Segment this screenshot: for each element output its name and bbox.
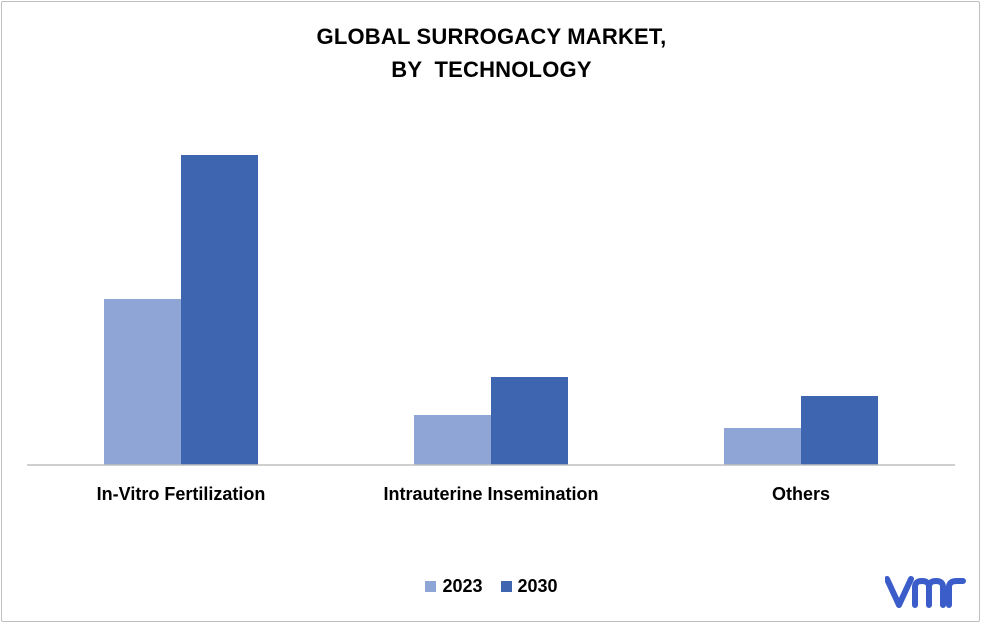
legend-label-2030: 2030 bbox=[517, 576, 558, 596]
category-label-in-vitro-fertilization: In-Vitro Fertilization bbox=[97, 484, 266, 504]
vmr-logo-icon bbox=[885, 576, 966, 608]
bars-group bbox=[104, 155, 878, 465]
category-label-intrauterine-insemination: Intrauterine Insemination bbox=[383, 484, 598, 504]
bar-2023-others bbox=[724, 428, 801, 465]
bar-2030-others bbox=[801, 396, 878, 465]
legend: 2023 2030 bbox=[0, 576, 983, 597]
legend-item-2030: 2030 bbox=[500, 576, 558, 597]
legend-swatch-2023 bbox=[425, 581, 437, 592]
bar-2030-in-vitro-fertilization bbox=[181, 155, 258, 465]
chart-title-line-2: BY TECHNOLOGY bbox=[391, 57, 592, 82]
legend-item-2023: 2023 bbox=[425, 576, 483, 597]
bar-2030-intrauterine-insemination bbox=[491, 377, 568, 465]
legend-label-2023: 2023 bbox=[442, 576, 483, 596]
chart-title-line-1: GLOBAL SURROGACY MARKET, bbox=[316, 24, 667, 49]
legend-swatch-2030 bbox=[500, 581, 512, 592]
chart-title: GLOBAL SURROGACY MARKET, BY TECHNOLOGY bbox=[0, 20, 983, 86]
category-label-others: Others bbox=[772, 484, 830, 504]
category-labels: In-Vitro Fertilization Intrauterine Insem… bbox=[97, 484, 830, 504]
bar-2023-in-vitro-fertilization bbox=[104, 299, 181, 465]
bar-2023-intrauterine-insemination bbox=[414, 415, 491, 465]
